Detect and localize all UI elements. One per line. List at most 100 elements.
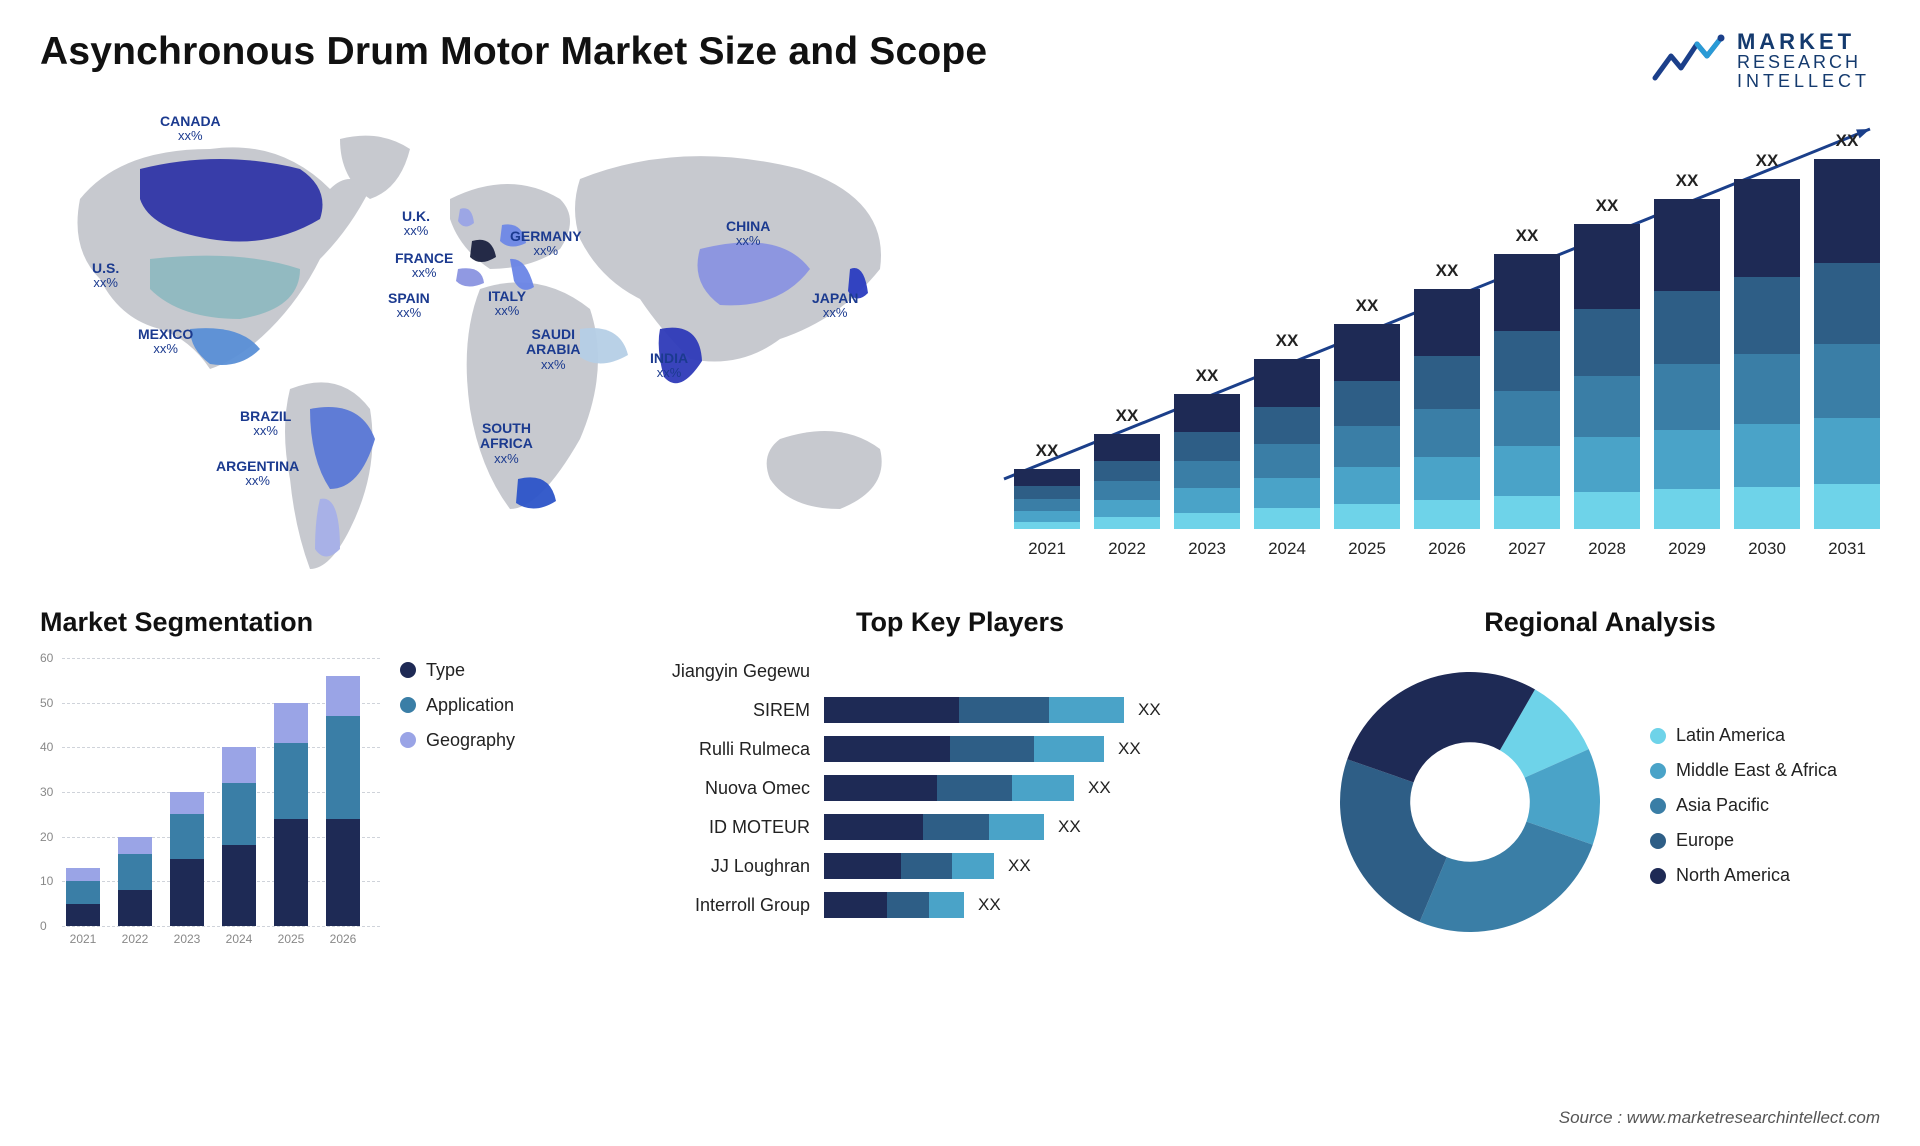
- forecast-bar: XX: [1414, 289, 1480, 529]
- seg-bar-seg: [66, 881, 100, 903]
- map-country-name: MEXICO: [138, 327, 193, 342]
- map-country-pct: xx%: [650, 366, 688, 380]
- forecast-bar: XX: [1814, 159, 1880, 529]
- seg-xlabel: 2026: [326, 932, 360, 946]
- seg-xlabel: 2024: [222, 932, 256, 946]
- player-bar: [824, 775, 1074, 801]
- forecast-bar-seg: [1014, 469, 1080, 486]
- header: Asynchronous Drum Motor Market Size and …: [40, 30, 1880, 91]
- forecast-bar-seg: [1574, 437, 1640, 492]
- map-country-name: GERMANY: [510, 229, 582, 244]
- player-value: XX: [978, 895, 1001, 915]
- segmentation-panel: Market Segmentation 01020304050602021202…: [40, 607, 600, 952]
- map-label: CHINAxx%: [726, 219, 770, 249]
- player-bar: [824, 736, 1104, 762]
- map-country-name: BRAZIL: [240, 409, 291, 424]
- map-label: SPAINxx%: [388, 291, 430, 321]
- legend-swatch: [1650, 833, 1666, 849]
- player-row: Nuova OmecXX: [640, 769, 1280, 808]
- player-bar-seg: [887, 892, 929, 918]
- segmentation-chart: 0102030405060202120222023202420252026: [40, 652, 380, 952]
- forecast-bar-label: XX: [1174, 366, 1240, 386]
- segmentation-body: 0102030405060202120222023202420252026 Ty…: [40, 652, 600, 952]
- map-country-name: SAUDI: [526, 327, 580, 342]
- forecast-bar-seg: [1494, 331, 1560, 392]
- forecast-bar-label: XX: [1494, 226, 1560, 246]
- player-row: Interroll Group XX: [640, 886, 1280, 925]
- forecast-bar-seg: [1654, 489, 1720, 529]
- forecast-bar-seg: [1174, 394, 1240, 432]
- forecast-xlabel: 2021: [1014, 539, 1080, 559]
- forecast-bar-seg: [1094, 434, 1160, 461]
- map-country-pct: xx%: [138, 342, 193, 356]
- player-bar: [824, 892, 964, 918]
- forecast-bar-seg: [1334, 504, 1400, 529]
- page-title: Asynchronous Drum Motor Market Size and …: [40, 30, 987, 74]
- seg-bar: [66, 868, 100, 926]
- forecast-bar-label: XX: [1814, 131, 1880, 151]
- logo-line2: RESEARCH: [1737, 53, 1870, 72]
- forecast-bar-seg: [1494, 254, 1560, 331]
- forecast-xlabel: 2025: [1334, 539, 1400, 559]
- logo-text: MARKET RESEARCH INTELLECT: [1737, 30, 1870, 91]
- top-row: CANADAxx%U.S.xx%MEXICOxx%BRAZILxx%ARGENT…: [40, 109, 1880, 579]
- map-country-name: FRANCE: [395, 251, 453, 266]
- map-country-pct: xx%: [160, 129, 221, 143]
- seg-gridline: [62, 926, 380, 927]
- regional-legend: Latin AmericaMiddle East & AfricaAsia Pa…: [1650, 725, 1837, 886]
- player-row: ID MOTEURXX: [640, 808, 1280, 847]
- regional-title: Regional Analysis: [1320, 607, 1880, 638]
- forecast-bar: XX: [1574, 224, 1640, 529]
- forecast-bar-label: XX: [1334, 296, 1400, 316]
- forecast-bar-seg: [1414, 356, 1480, 409]
- forecast-xlabel: 2030: [1734, 539, 1800, 559]
- seg-ytick: 40: [40, 740, 53, 754]
- forecast-bar-seg: [1814, 484, 1880, 528]
- map-label: JAPANxx%: [812, 291, 858, 321]
- forecast-bar-seg: [1414, 500, 1480, 529]
- map-label: INDIAxx%: [650, 351, 688, 381]
- forecast-bar-seg: [1814, 418, 1880, 485]
- forecast-bar-seg: [1654, 199, 1720, 291]
- forecast-bar: XX: [1734, 179, 1800, 529]
- donut-svg: [1320, 652, 1620, 952]
- players-panel: Top Key Players Jiangyin GegewuSIREMXXRu…: [640, 607, 1280, 925]
- seg-bar: [326, 676, 360, 926]
- forecast-xlabel: 2029: [1654, 539, 1720, 559]
- map-country-pct: xx%: [388, 306, 430, 320]
- map-country-name: SOUTH: [480, 421, 533, 436]
- player-bar-wrap: XX: [824, 853, 1280, 879]
- map-country-pct: xx%: [480, 452, 533, 466]
- forecast-bar-seg: [1494, 391, 1560, 446]
- player-bar-wrap: XX: [824, 814, 1280, 840]
- player-value: XX: [1008, 856, 1031, 876]
- player-bar-seg: [937, 775, 1012, 801]
- segmentation-legend: TypeApplicationGeography: [400, 660, 515, 751]
- seg-ytick: 60: [40, 651, 53, 665]
- brand-logo: MARKET RESEARCH INTELLECT: [1651, 30, 1870, 91]
- player-bar-seg: [923, 814, 989, 840]
- map-country-pct: xx%: [402, 224, 430, 238]
- map-country-name: U.S.: [92, 261, 119, 276]
- map-label: CANADAxx%: [160, 114, 221, 144]
- legend-swatch: [1650, 868, 1666, 884]
- map-country-name: AFRICA: [480, 436, 533, 451]
- seg-bar: [118, 837, 152, 926]
- player-value: XX: [1088, 778, 1111, 798]
- forecast-bar-seg: [1014, 486, 1080, 499]
- forecast-bar-label: XX: [1094, 406, 1160, 426]
- player-bar-wrap: XX: [824, 736, 1280, 762]
- player-name: Interroll Group: [640, 895, 810, 916]
- legend-item: Application: [400, 695, 515, 716]
- player-bar-seg: [824, 697, 959, 723]
- seg-ytick: 0: [40, 919, 47, 933]
- player-bar-seg: [959, 697, 1049, 723]
- player-bar: [824, 697, 1124, 723]
- player-name: JJ Loughran: [640, 856, 810, 877]
- legend-item: Geography: [400, 730, 515, 751]
- player-bar-wrap: XX: [824, 697, 1280, 723]
- forecast-bar-seg: [1094, 461, 1160, 482]
- forecast-xlabel: 2028: [1574, 539, 1640, 559]
- player-name: SIREM: [640, 700, 810, 721]
- seg-xlabel: 2025: [274, 932, 308, 946]
